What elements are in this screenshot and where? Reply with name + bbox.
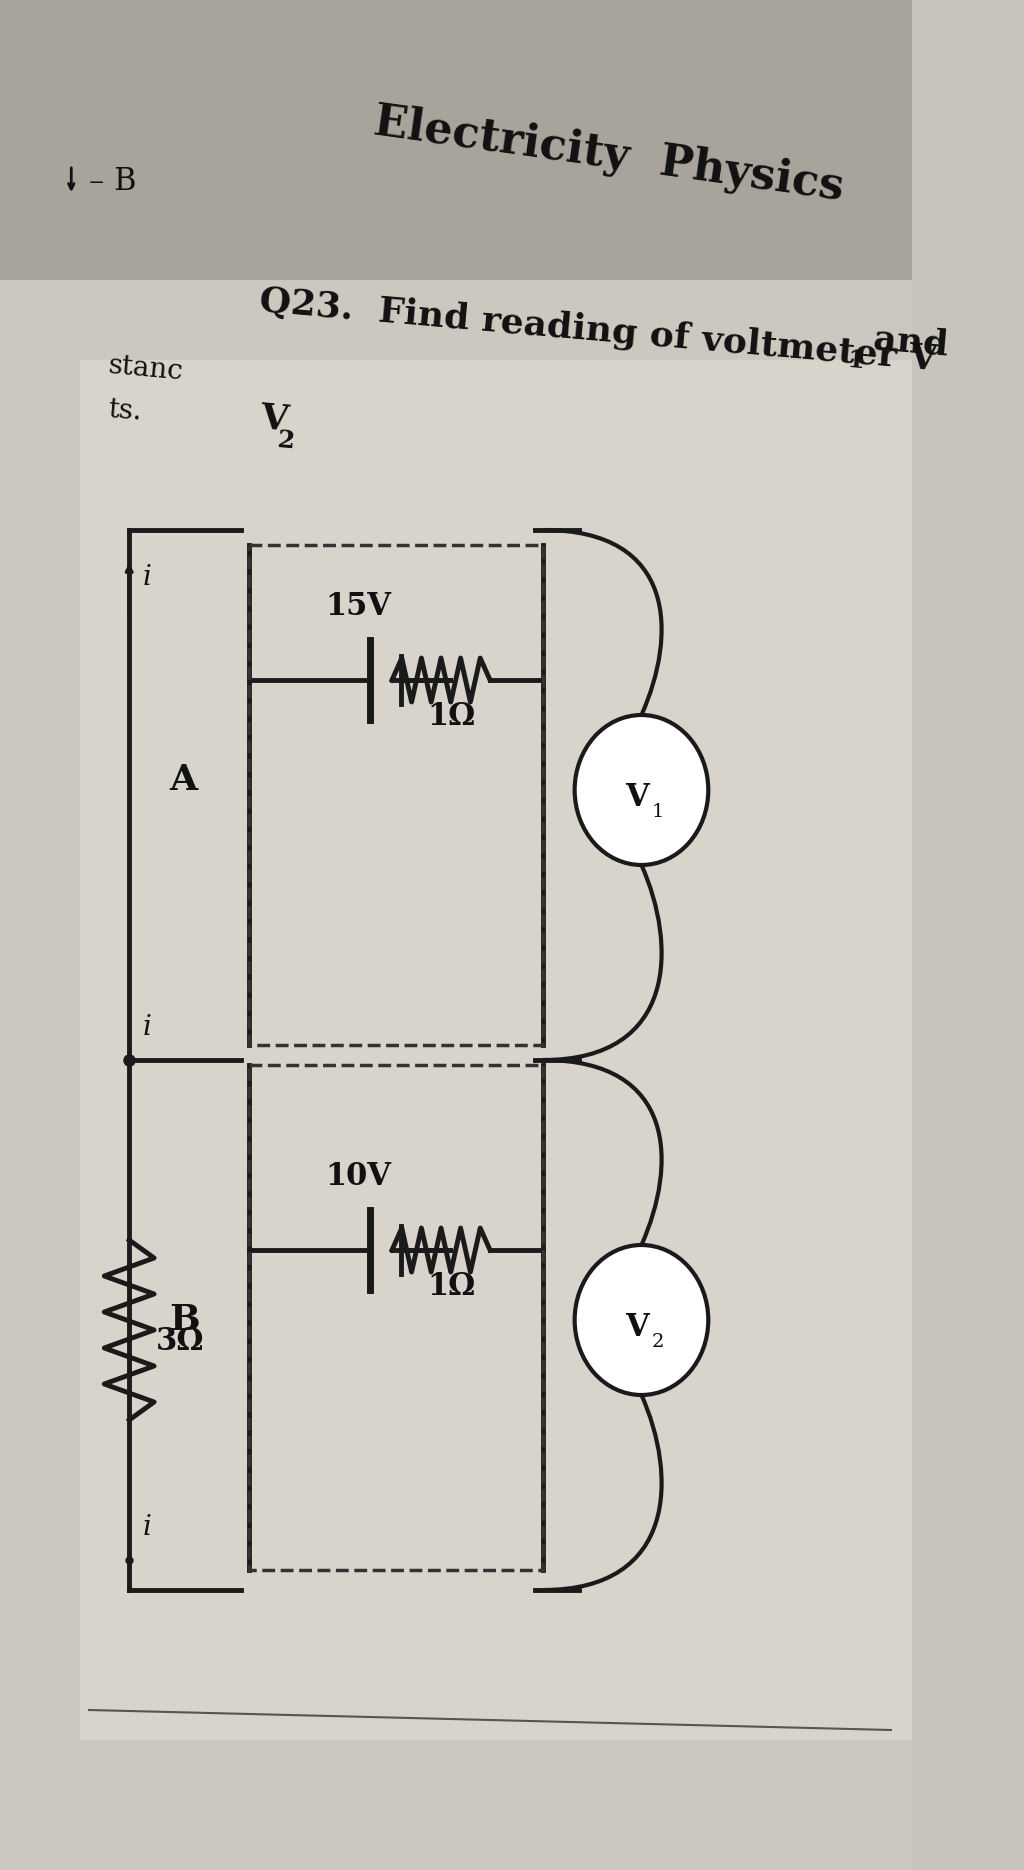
- Text: i: i: [142, 565, 152, 591]
- Text: ts.: ts.: [106, 396, 143, 426]
- Text: 2: 2: [651, 1333, 664, 1350]
- Text: 1: 1: [651, 802, 664, 821]
- Circle shape: [574, 1245, 709, 1395]
- Text: Electricity  Physics: Electricity Physics: [371, 99, 847, 209]
- Text: stanc: stanc: [106, 353, 184, 385]
- Text: 1Ω: 1Ω: [428, 1272, 476, 1302]
- Text: B: B: [169, 1303, 200, 1337]
- Text: V: V: [625, 782, 649, 813]
- Text: 10V: 10V: [326, 1161, 391, 1191]
- FancyBboxPatch shape: [80, 361, 918, 1739]
- Text: i: i: [142, 1515, 152, 1541]
- Text: V: V: [258, 400, 289, 438]
- Text: V: V: [625, 1313, 649, 1343]
- FancyBboxPatch shape: [0, 0, 912, 280]
- Text: 2: 2: [276, 428, 296, 453]
- Text: Q23.  Find reading of voltmeter V: Q23. Find reading of voltmeter V: [258, 284, 939, 378]
- Text: 1: 1: [847, 348, 865, 372]
- Text: and: and: [860, 320, 950, 363]
- Text: i: i: [142, 1014, 152, 1042]
- Text: – B: – B: [89, 166, 136, 196]
- Text: A: A: [169, 763, 198, 797]
- FancyBboxPatch shape: [0, 280, 912, 1870]
- Text: 3Ω: 3Ω: [156, 1326, 205, 1358]
- Text: 15V: 15V: [326, 591, 391, 623]
- Text: 1Ω: 1Ω: [428, 701, 476, 731]
- Circle shape: [574, 714, 709, 866]
